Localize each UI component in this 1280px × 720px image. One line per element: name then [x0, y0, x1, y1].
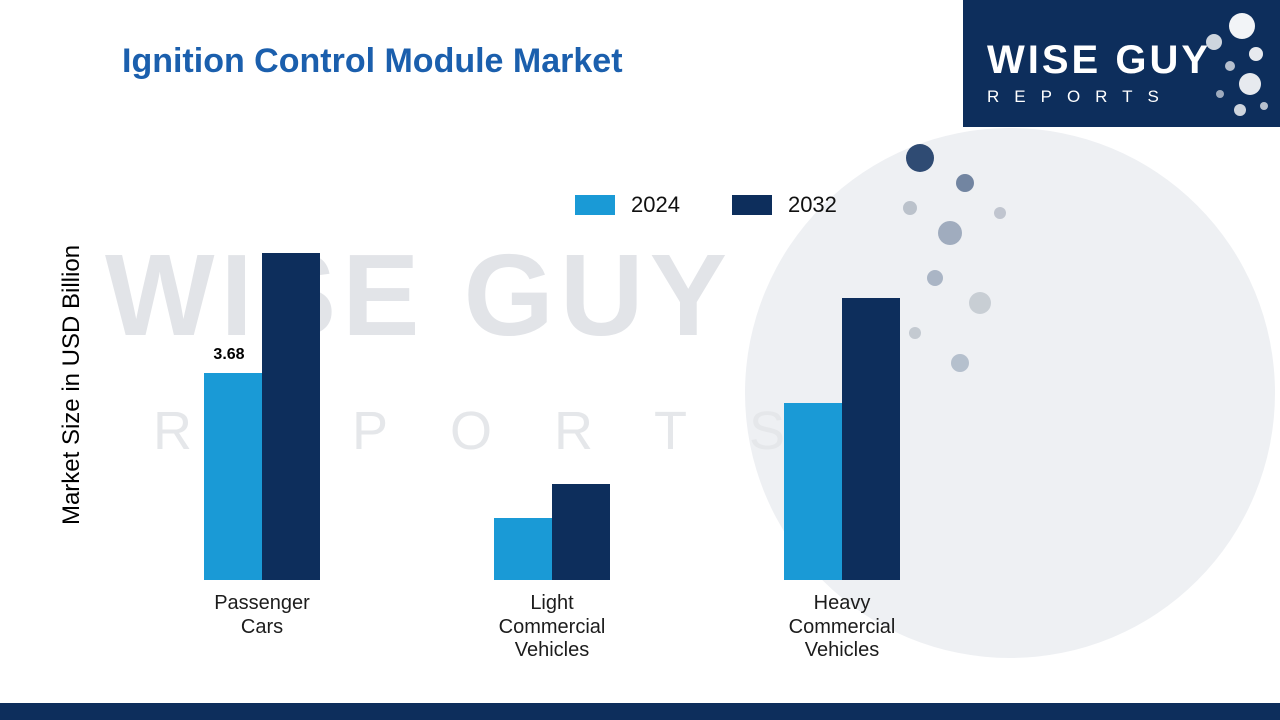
bar-chart: 3.68 Passenger Cars Light Commercial Vehic…: [157, 180, 947, 672]
legend-label-2032: 2032: [787, 192, 837, 217]
watermark-line1: WISE GUY: [105, 230, 734, 360]
legend-swatch-2024: [575, 195, 615, 215]
category-label: Heavy Commercial Vehicles: [788, 592, 896, 662]
category-label: Passenger Cars: [214, 592, 310, 638]
category-label: Light Commercial Vehicles: [498, 592, 606, 662]
bar-2032-heavy-commercial-vehicles: [842, 298, 900, 580]
bar-pair: [737, 180, 947, 580]
bar-pair: [447, 180, 657, 580]
footer-bar: [0, 703, 1280, 720]
wiseguy-logo: WISE GUY REPORTS: [963, 0, 1280, 127]
bar-group: Light Commercial Vehicles: [447, 180, 657, 672]
bar-2024-heavy-commercial-vehicles: [784, 403, 842, 580]
bar-2032-light-commercial-vehicles: [552, 484, 610, 580]
bar-2024-light-commercial-vehicles: [494, 518, 552, 580]
legend-label-2024: 2024: [631, 192, 680, 217]
decorative-dots: [903, 144, 1006, 372]
legend-swatch-2032: [731, 195, 772, 215]
logo-subtitle: REPORTS: [987, 87, 1174, 106]
bar-group: 3.68 Passenger Cars: [157, 180, 367, 672]
bar-pair: 3.68: [157, 180, 367, 580]
legend-item-2032: 2032: [731, 192, 837, 218]
bar-2024-passenger-cars: 3.68: [204, 346, 262, 580]
y-axis-label: Market Size in USD Billion: [58, 244, 85, 526]
chart-title: Ignition Control Module Market: [122, 42, 623, 80]
legend-item-2024: 2024: [575, 192, 680, 218]
logo-head-dots-icon: [1206, 13, 1268, 116]
chart-legend: 2024 2032: [575, 192, 837, 218]
bar-value-label: 3.68: [213, 346, 245, 363]
logo-title: WISE GUY: [987, 38, 1212, 82]
bar-2032-passenger-cars: [262, 253, 320, 580]
bar-group: Heavy Commercial Vehicles: [737, 180, 947, 672]
